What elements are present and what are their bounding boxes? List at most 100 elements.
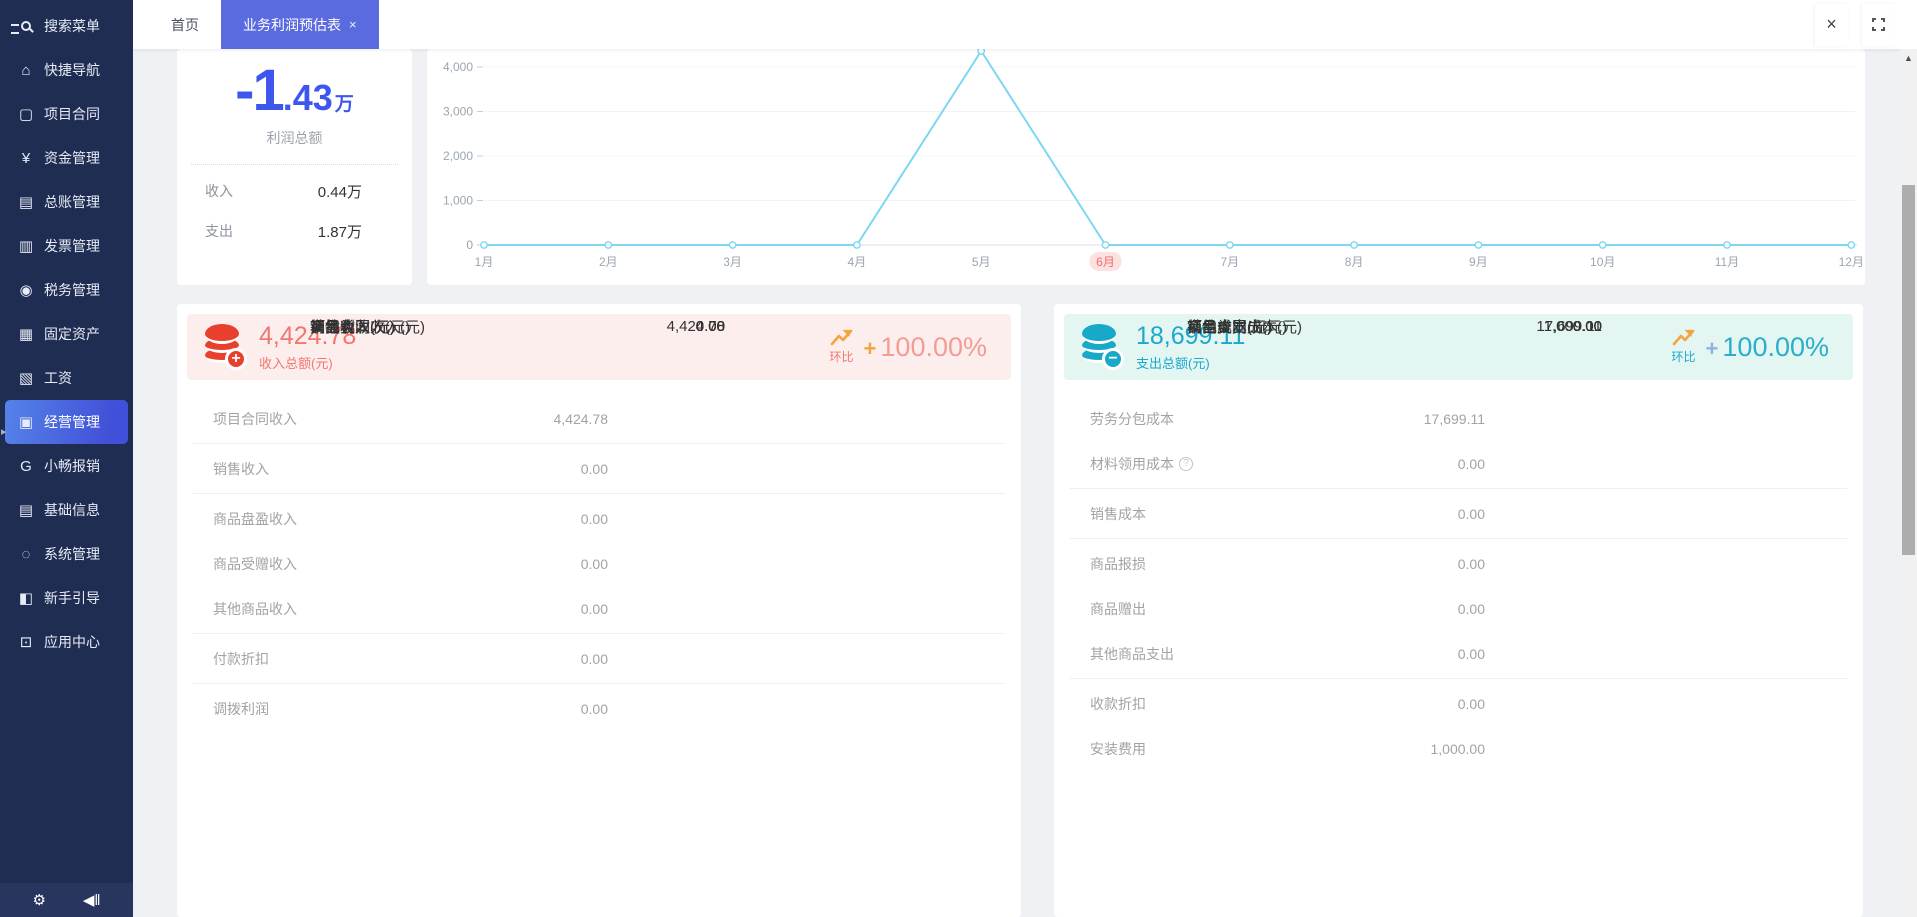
- sidebar-item-ledger[interactable]: ▤ 总账管理: [0, 180, 133, 224]
- expense-sub-row: 其他商品支出 0.00: [1070, 631, 1847, 676]
- row-value: 0.00: [1457, 555, 1485, 572]
- row-label: 商品受赠收入: [193, 554, 493, 574]
- income-main-row: 调拨利润(元)0.000.00%: [310, 304, 1021, 349]
- fullscreen-icon: [1871, 17, 1886, 32]
- sidebar-item-project-contract[interactable]: ▢ 项目合同: [0, 92, 133, 136]
- income-sub-row: 项目合同收入 4,424.78: [193, 396, 1005, 441]
- expense-row-group: 项目合同成本(元)17,699.1194.65%劳务分包成本17,699.11材…: [1070, 318, 1847, 489]
- sidebar-item-app-center[interactable]: ⊡ 应用中心: [0, 620, 133, 664]
- tab-profit-forecast[interactable]: 业务利润预估表 ×: [221, 0, 379, 49]
- expense-sub-row: 劳务分包成本 17,699.11: [1070, 396, 1847, 441]
- sidebar-item-search[interactable]: 搜索菜单: [0, 4, 133, 48]
- expense-trend-label: 环比: [1671, 350, 1696, 364]
- svg-text:2月: 2月: [599, 255, 618, 269]
- sidebar-item-base-info[interactable]: ▤ 基础信息: [0, 488, 133, 532]
- row-value: 0.00: [1572, 318, 1602, 335]
- sidebar-item-salary[interactable]: ▧ 工资: [0, 356, 133, 400]
- income-header-right: 环比 + 100.00%: [830, 329, 987, 365]
- row-label: 收款折扣: [1070, 694, 1370, 714]
- income-main-row: 销售收入(元)0.000.00%: [310, 304, 1021, 349]
- svg-text:3,000: 3,000: [443, 105, 473, 119]
- sub-row-label-text: 商品盘盈收入: [213, 510, 297, 527]
- svg-text:5月: 5月: [972, 255, 991, 269]
- row-label: 商品报损: [1070, 554, 1370, 574]
- sub-row-label-text: 安装费用: [1090, 740, 1146, 757]
- income-table: 项目合同收入(元)4,424.78100.00%项目合同收入4,424.78销售…: [177, 318, 1021, 733]
- funds-icon: ¥: [21, 149, 31, 167]
- expense-sub-row: 安装费用 1,000.00: [1070, 726, 1847, 771]
- close-page-button[interactable]: ×: [1815, 3, 1848, 46]
- sidebar-item-fixed-assets[interactable]: ▦ 固定资产: [0, 312, 133, 356]
- tab-home[interactable]: 首页: [149, 0, 221, 49]
- tab-close-icon[interactable]: ×: [349, 17, 357, 32]
- expense-main-row: 商品类支出(元)0.000.00%: [1187, 304, 1863, 349]
- svg-text:7月: 7月: [1220, 255, 1239, 269]
- vertical-scrollbar[interactable]: ▲: [1900, 49, 1917, 917]
- sub-row-label-text: 销售成本: [1090, 505, 1146, 522]
- income-main-row: 其他收入(元)0.000.00%: [310, 304, 1021, 349]
- row-value: 0.00: [1457, 695, 1485, 712]
- monthly-profit-chart-panel: 0 1,000 2,000 3,000 4,000 1月 2月 3月 4月 5月 6月 7月 8月 9月 1…: [427, 49, 1865, 285]
- sidebar-item-tax[interactable]: ◉ 税务管理: [0, 268, 133, 312]
- scrollbar-thumb[interactable]: [1902, 185, 1915, 555]
- svg-text:10月: 10月: [1590, 255, 1615, 269]
- sidebar-item-label: 发票管理: [44, 238, 100, 254]
- sidebar-expand-handle-icon[interactable]: ▸: [1, 426, 7, 438]
- sidebar-item-reimburse[interactable]: G 小畅报销: [0, 444, 133, 488]
- contract-icon: ▢: [18, 106, 34, 123]
- info-icon: ▤: [18, 502, 34, 519]
- row-label: 调拨利润(元): [310, 319, 395, 336]
- row-value: 4,424.78: [553, 410, 609, 427]
- sub-row-label-text: 商品受赠收入: [213, 555, 297, 572]
- row-label: 销售收入: [193, 459, 493, 479]
- sidebar-item-invoice[interactable]: ▥ 发票管理: [0, 224, 133, 268]
- sidebar: 搜索菜单 ⌂ 快捷导航 ▢ 项目合同 ¥ 资金管理 ▤ 总账管理 ▥ 发票管理 ◉ 税务管理 ▦ 固定资产 ▧…: [0, 0, 133, 917]
- expense-total-label: 支出总额(元): [1136, 356, 1210, 371]
- svg-text:1,000: 1,000: [443, 194, 473, 208]
- svg-text:4月: 4月: [848, 255, 867, 269]
- sidebar-item-funds[interactable]: ¥ 资金管理: [0, 136, 133, 180]
- profit-kpi-card: -1 .43 万 利润总额 收入 0.44万 支出 1.87万: [177, 49, 412, 285]
- kpi-rows: 收入 0.44万 支出 1.87万: [177, 171, 412, 251]
- expense-row-group: 商品类支出(元)0.000.00%商品报损0.00商品赠出0.00其他商品支出0…: [1070, 318, 1847, 679]
- profit-total-value: -1 .43 万: [177, 57, 412, 124]
- row-value: 0.00: [580, 600, 608, 617]
- row-label: 劳务分包成本: [1070, 409, 1370, 429]
- row-value: 0.00: [1572, 318, 1602, 335]
- expense-header: − 18,699.11 支出总额(元) 环比 + 100.00%: [1064, 314, 1853, 380]
- income-sub-row: 其他商品收入 0.00: [193, 586, 1005, 631]
- sub-row-label-text: 付款折扣: [213, 650, 269, 667]
- row-label: 其他收入(元): [310, 319, 395, 336]
- help-icon[interactable]: ?: [1179, 456, 1193, 471]
- income-sub-row: 销售收入 0.00: [193, 446, 1005, 491]
- search-icon: [11, 21, 35, 34]
- svg-text:8月: 8月: [1345, 255, 1364, 269]
- expense-change-sign: +: [1705, 335, 1719, 361]
- row-label: 项目合同收入: [193, 409, 493, 429]
- sidebar-item-system[interactable]: ◌ 系统管理: [0, 532, 133, 576]
- row-value: 0.00: [580, 700, 608, 717]
- sidebar-item-quick-nav[interactable]: ⌂ 快捷导航: [0, 48, 133, 92]
- expense-sub-row: 商品报损 0.00: [1070, 541, 1847, 586]
- svg-text:3月: 3月: [723, 255, 742, 269]
- row-value: 0.00: [580, 460, 608, 477]
- row-label: 商品赠出: [1070, 599, 1370, 619]
- sidebar-item-guide[interactable]: ◧ 新手引导: [0, 576, 133, 620]
- income-total-label: 收入总额(元): [259, 356, 333, 371]
- collapse-icon[interactable]: ◀‖: [82, 892, 101, 909]
- scroll-up-arrow-icon[interactable]: ▲: [1904, 53, 1913, 63]
- trend-up-icon: [830, 329, 852, 346]
- row-value: 0.00: [580, 555, 608, 572]
- appcenter-icon: ⊡: [19, 634, 33, 651]
- kpi-row-label: 收入: [205, 183, 233, 199]
- fullscreen-button[interactable]: [1862, 3, 1895, 46]
- kpi-row-label: 支出: [205, 223, 233, 239]
- settings-icon[interactable]: ⚙: [32, 892, 46, 909]
- svg-text:6月: 6月: [1096, 255, 1115, 269]
- kpi-row: 支出 1.87万: [177, 211, 412, 251]
- income-main-row: 商品类收入(元)0.000.00%: [310, 304, 1021, 349]
- row-value: 0.00: [1457, 455, 1485, 472]
- sidebar-item-operations[interactable]: ▣ 经营管理: [5, 400, 128, 444]
- income-change-value: 100.00%: [880, 331, 987, 362]
